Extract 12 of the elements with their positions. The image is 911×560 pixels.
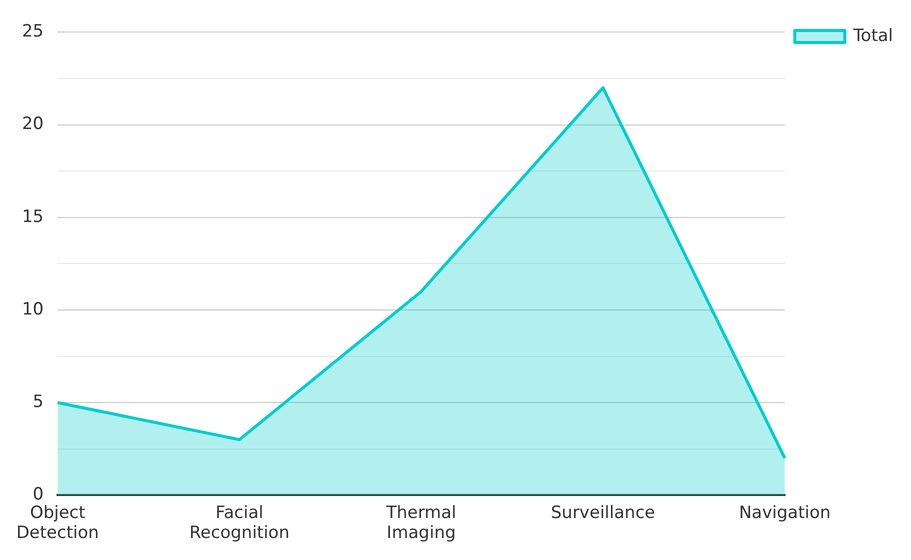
x-tick-label: Navigation — [738, 502, 831, 523]
y-tick-label: 0 — [32, 484, 44, 505]
y-tick-label: 25 — [22, 22, 44, 42]
x-tick-label: Facial Recognition — [189, 502, 290, 544]
y-tick-label: 5 — [32, 392, 44, 412]
x-tick-label: Thermal Imaging — [385, 502, 456, 544]
x-tick-label: Surveillance — [550, 502, 656, 523]
y-tick-label: 10 — [22, 299, 44, 320]
y-tick-label: 20 — [22, 114, 44, 134]
y-tick-label: 15 — [22, 206, 44, 227]
legend-label: Total — [852, 26, 893, 46]
x-tick-label: Object Detection — [16, 502, 99, 544]
